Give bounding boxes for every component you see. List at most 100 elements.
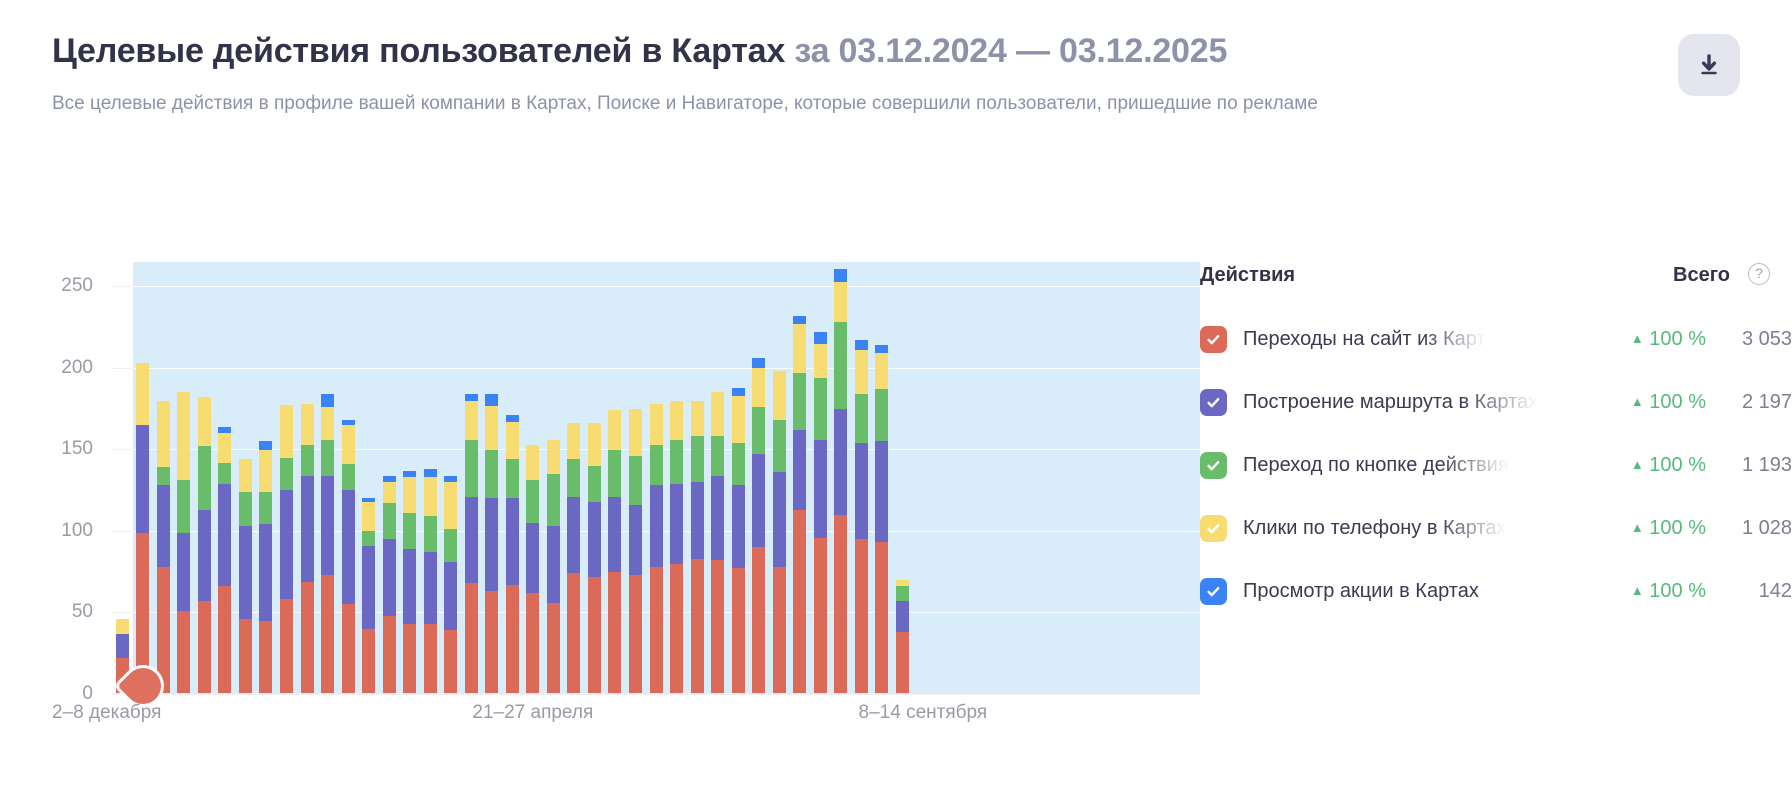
chart-bar-segment [382, 503, 396, 540]
chart-bar[interactable] [177, 392, 191, 694]
chart-bar-segment [505, 459, 519, 499]
chart-bar[interactable] [628, 408, 642, 694]
chart-bar[interactable] [834, 268, 848, 694]
chart-bar-segment [895, 579, 909, 587]
chart-bar[interactable] [546, 439, 560, 694]
chart-bar-segment [218, 426, 232, 434]
legend-checkbox[interactable] [1200, 388, 1227, 416]
question-mark-icon[interactable]: ? [1748, 263, 1770, 285]
chart-bar-segment [649, 485, 663, 567]
chart-bar[interactable] [423, 469, 437, 694]
page-title-date-range: за 03.12.2024 — 03.12.2025 [794, 32, 1228, 70]
chart-bar[interactable] [895, 579, 909, 694]
legend-total-value: 2 197 [1741, 390, 1792, 413]
download-button[interactable] [1678, 34, 1740, 96]
chart-bar-segment [711, 475, 725, 561]
legend-row[interactable]: Переход по кнопке действия ▲ 100 % 1 193 [1200, 446, 1792, 484]
chart-bar[interactable] [854, 340, 868, 694]
y-axis-tick: 50 [71, 601, 93, 623]
chart-bar-segment [321, 575, 335, 694]
legend-checkbox[interactable] [1200, 325, 1227, 353]
legend-checkbox[interactable] [1200, 577, 1227, 605]
chart-bar-segment [505, 498, 519, 585]
chart-bar[interactable] [649, 403, 663, 694]
chart-bar[interactable] [444, 475, 458, 694]
gridline [112, 694, 1200, 695]
chart-bar-segment [628, 504, 642, 575]
chart-bar[interactable] [567, 423, 581, 694]
chart-bar-segment [834, 281, 848, 323]
chart-bar[interactable] [156, 400, 170, 694]
chart-bar[interactable] [587, 423, 601, 694]
chart-bar-segment [813, 332, 827, 344]
chart-bar-segment [752, 358, 766, 369]
chart-bar-segment [587, 501, 601, 577]
chart-bar[interactable] [321, 394, 335, 694]
chart-bar[interactable] [793, 315, 807, 694]
chart-bar-segment [670, 400, 684, 440]
chart-bar-segment [752, 407, 766, 455]
chart-bar-segment [403, 470, 417, 478]
chart-bar-segment [423, 516, 437, 553]
chart-bar[interactable] [608, 410, 622, 694]
legend-label-wrap: Построение маршрута в Картах [1243, 387, 1543, 417]
chart-bar-segment [813, 439, 827, 538]
chart-bar[interactable] [382, 475, 396, 694]
chart-bar[interactable] [731, 387, 745, 694]
legend-checkbox[interactable] [1200, 451, 1227, 479]
chart-bar[interactable] [218, 426, 232, 694]
chart-bar-segment [793, 429, 807, 510]
chart-bar[interactable] [752, 358, 766, 694]
legend-row[interactable]: Просмотр акции в Картах ▲ 100 % 142 [1200, 572, 1792, 610]
legend-row[interactable]: Построение маршрута в Картах ▲ 100 % 2 197 [1200, 383, 1792, 421]
chart-bar-segment [341, 490, 355, 605]
chart-bar-segment [321, 407, 335, 440]
chart-bar-segment [300, 581, 314, 694]
legend-checkbox[interactable] [1200, 514, 1227, 542]
chart-bar-segment [875, 441, 889, 543]
chart-bar[interactable] [259, 441, 273, 694]
chart-bar-segment [197, 509, 211, 602]
legend-label: Переходы на сайт из Карт [1243, 328, 1486, 350]
chart-bar[interactable] [670, 400, 684, 694]
chart-bar-segment [218, 586, 232, 694]
legend-row[interactable]: Клики по телефону в Картах ▲ 100 % 1 028 [1200, 509, 1792, 547]
chart-bar[interactable] [300, 403, 314, 694]
chart-bar[interactable] [505, 415, 519, 694]
trend-up-icon: ▲ [1630, 456, 1644, 472]
chart-bar-segment [444, 529, 458, 562]
chart-bar[interactable] [485, 394, 499, 694]
chart-bar[interactable] [526, 444, 540, 694]
chart-bar[interactable] [813, 332, 827, 694]
chart-bar-segment [649, 444, 663, 486]
chart-bar[interactable] [341, 420, 355, 694]
chart-bar[interactable] [362, 498, 376, 694]
chart-bar-segment [793, 323, 807, 373]
chart-bar-segment [834, 322, 848, 409]
chart-bar-segment [649, 403, 663, 445]
chart-bar-segment [403, 623, 417, 694]
legend-trend-percent: ▲ 100 % [1630, 327, 1706, 350]
chart-bar-segment [526, 592, 540, 694]
chart-bar-segment [218, 483, 232, 587]
chart-bar[interactable] [238, 459, 252, 694]
legend-row[interactable]: Переходы на сайт из Карт ▲ 100 % 3 053 [1200, 320, 1792, 358]
chart-bar-segment [793, 372, 807, 430]
chart-bar[interactable] [136, 363, 150, 694]
chart-bar[interactable] [464, 394, 478, 694]
download-icon [1696, 52, 1722, 78]
chart-bar-segment [690, 436, 704, 483]
chart-bar[interactable] [772, 371, 786, 694]
chart-bar-segment [464, 439, 478, 497]
chart-bar[interactable] [403, 470, 417, 694]
chart-bar[interactable] [875, 345, 889, 694]
chart-bar[interactable] [279, 405, 293, 694]
x-axis-tick: 8–14 сентября [858, 702, 988, 723]
legend-trend-percent: ▲ 100 % [1630, 390, 1706, 413]
chart-bar[interactable] [711, 392, 725, 694]
chart-bar-segment [382, 615, 396, 694]
chart-bar-segment [752, 547, 766, 694]
chart-bar[interactable] [690, 400, 704, 694]
chart-bar[interactable] [197, 397, 211, 694]
